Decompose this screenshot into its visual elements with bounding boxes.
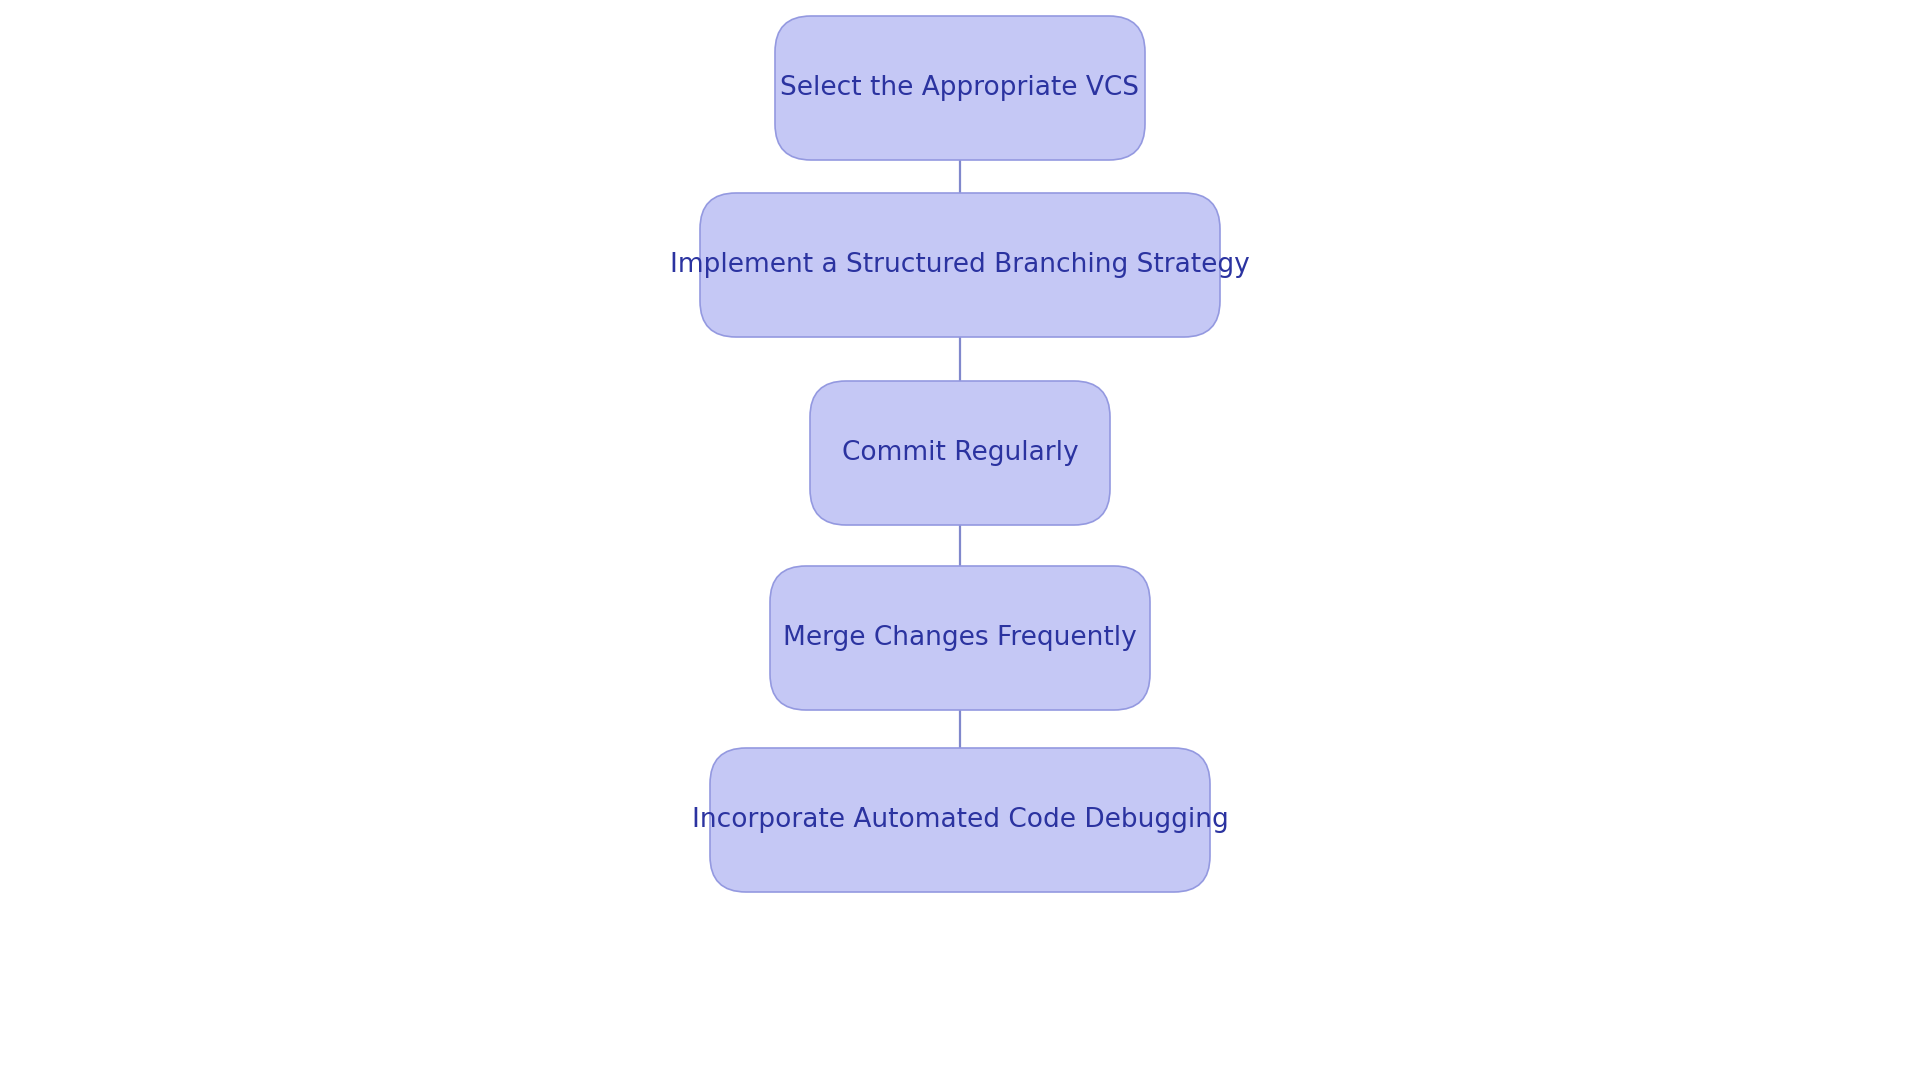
Text: Incorporate Automated Code Debugging: Incorporate Automated Code Debugging <box>691 807 1229 833</box>
Text: Select the Appropriate VCS: Select the Appropriate VCS <box>781 75 1139 101</box>
FancyBboxPatch shape <box>770 566 1150 710</box>
FancyBboxPatch shape <box>710 748 1210 892</box>
Text: Implement a Structured Branching Strategy: Implement a Structured Branching Strateg… <box>670 252 1250 278</box>
FancyBboxPatch shape <box>701 193 1219 337</box>
FancyBboxPatch shape <box>810 381 1110 525</box>
Text: Commit Regularly: Commit Regularly <box>841 440 1079 466</box>
FancyBboxPatch shape <box>776 16 1144 160</box>
Text: Merge Changes Frequently: Merge Changes Frequently <box>783 625 1137 651</box>
